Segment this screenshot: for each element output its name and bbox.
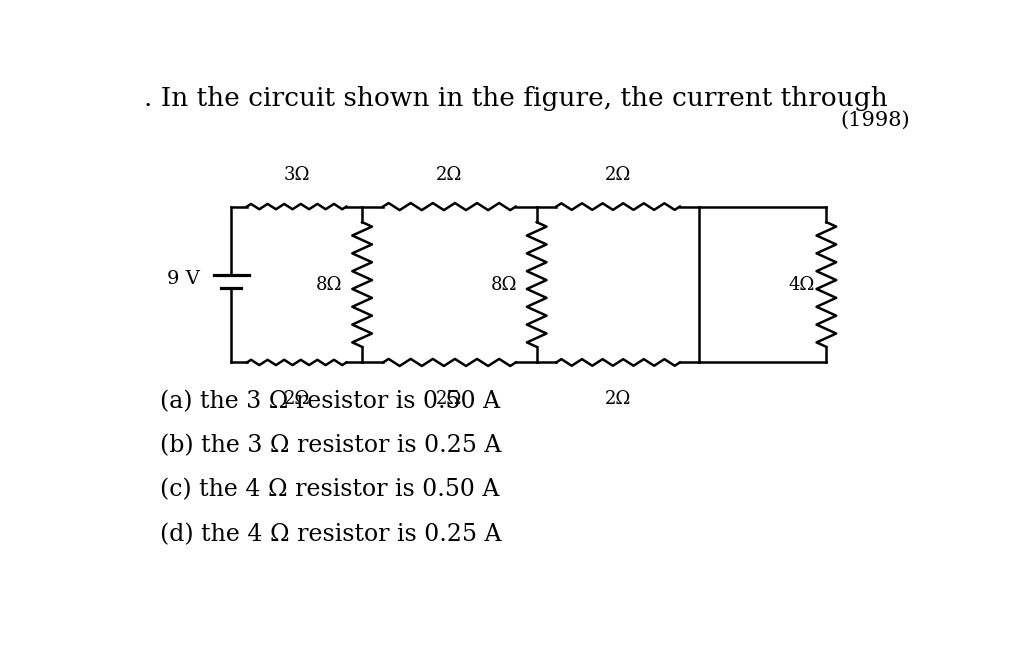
Text: 2Ω: 2Ω (605, 390, 631, 408)
Text: (b) the 3 Ω resistor is 0.25 A: (b) the 3 Ω resistor is 0.25 A (160, 434, 501, 457)
Text: 2Ω: 2Ω (436, 166, 463, 184)
Text: 8Ω: 8Ω (490, 276, 517, 293)
Text: (d) the 4 Ω resistor is 0.25 A: (d) the 4 Ω resistor is 0.25 A (160, 523, 501, 546)
Text: 2Ω: 2Ω (605, 166, 631, 184)
Text: (1998): (1998) (840, 111, 909, 130)
Text: (a) the 3 Ω resistor is 0.50 A: (a) the 3 Ω resistor is 0.50 A (160, 390, 500, 413)
Text: (c) the 4 Ω resistor is 0.50 A: (c) the 4 Ω resistor is 0.50 A (160, 479, 499, 502)
Text: 2Ω: 2Ω (436, 390, 463, 408)
Text: 8Ω: 8Ω (315, 276, 342, 293)
Text: 4Ω: 4Ω (788, 276, 814, 293)
Text: 2Ω: 2Ω (284, 390, 310, 408)
Text: 9 V: 9 V (167, 270, 200, 289)
Text: . In the circuit shown in the figure, the current through: . In the circuit shown in the figure, th… (143, 86, 888, 111)
Text: 3Ω: 3Ω (284, 166, 310, 184)
